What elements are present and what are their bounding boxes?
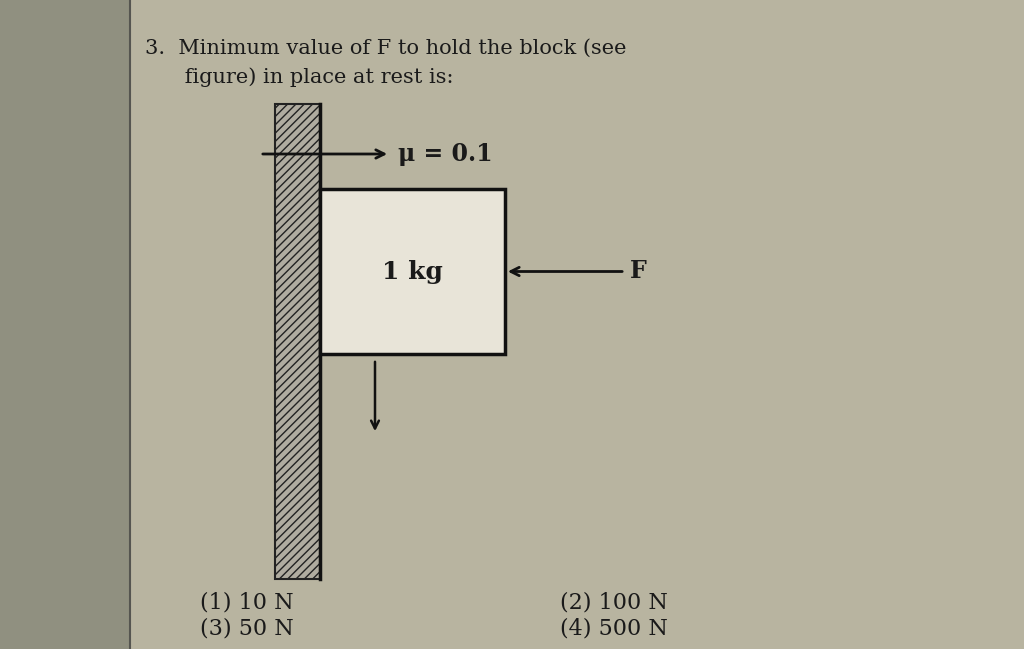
Bar: [275, 104, 319, 579]
Bar: [319, 189, 505, 354]
Text: F: F: [630, 260, 647, 284]
Text: (2) 100 N: (2) 100 N: [560, 591, 668, 613]
Text: figure) in place at rest is:: figure) in place at rest is:: [145, 67, 454, 87]
Bar: [0, 0, 130, 649]
Text: 1 kg: 1 kg: [382, 260, 443, 284]
Text: (4) 500 N: (4) 500 N: [560, 617, 668, 639]
Text: (1) 10 N: (1) 10 N: [200, 591, 294, 613]
Text: 3.  Minimum value of F to hold the block (see: 3. Minimum value of F to hold the block …: [145, 39, 627, 58]
Text: μ = 0.1: μ = 0.1: [398, 142, 493, 166]
Text: (3) 50 N: (3) 50 N: [200, 617, 294, 639]
